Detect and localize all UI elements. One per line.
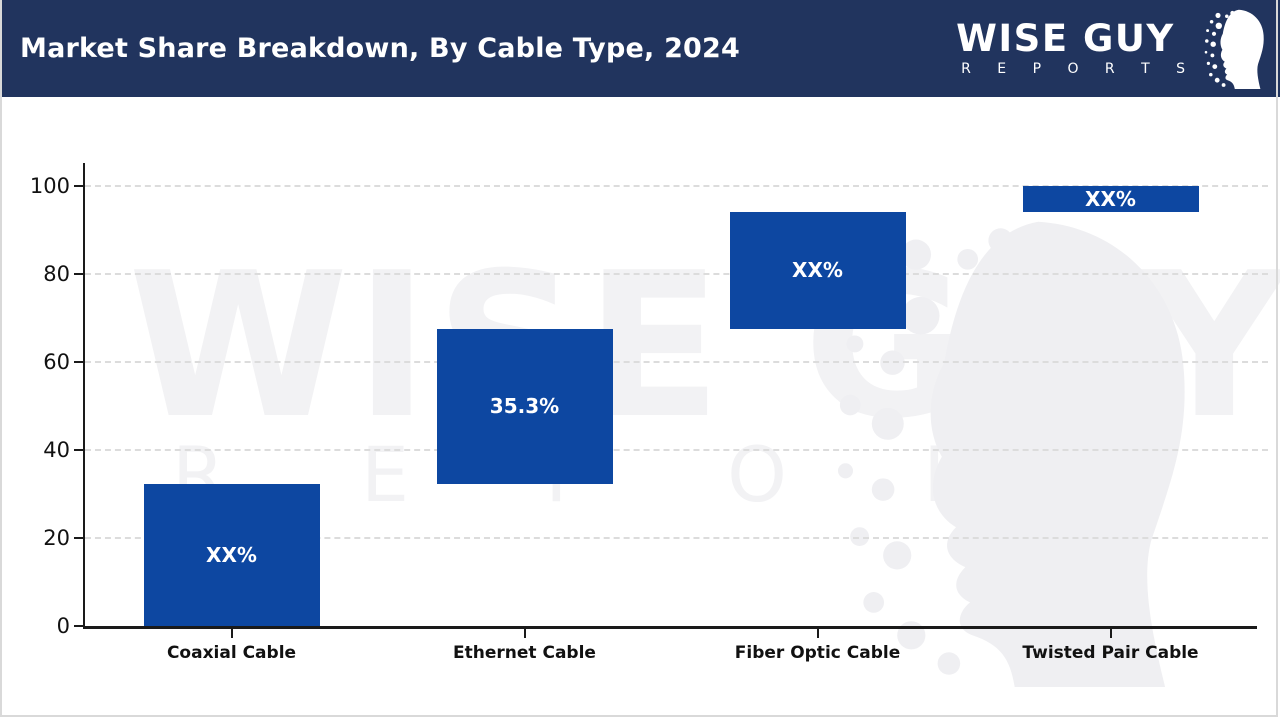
- y-tick-mark: [74, 185, 83, 187]
- x-axis-line: [83, 626, 1257, 629]
- page-title: Market Share Breakdown, By Cable Type, 2…: [20, 33, 741, 64]
- x-axis-label: Coaxial Cable: [166, 643, 297, 663]
- y-tick-mark: [74, 361, 83, 363]
- x-tick-mark: [1109, 629, 1112, 638]
- waterfall-chart: 0 20 40 60 80 100 XX% Coaxial Cable 35.3% Etherne…: [0, 97, 1280, 720]
- chart-canvas: WISE GUY R E P O R T S 0 20 40 60 80 100 XX% Co…: [0, 97, 1280, 720]
- bar-fiber-optic-cable: XX%: [729, 211, 906, 329]
- gridline: [85, 185, 1268, 187]
- bar-twisted-pair-cable: XX%: [1022, 186, 1199, 212]
- gridline: [85, 537, 1268, 539]
- y-axis-line: [83, 163, 85, 626]
- x-axis-label: Twisted Pair Cable: [1022, 643, 1199, 663]
- x-tick-mark: [816, 629, 819, 638]
- x-tick-mark: [230, 629, 233, 638]
- y-tick-mark: [74, 449, 83, 451]
- brand-subname: R E P O R T S: [961, 61, 1196, 77]
- bar-value-label: 35.3%: [489, 394, 560, 419]
- y-tick-label: 80: [43, 262, 70, 286]
- header: Market Share Breakdown, By Cable Type, 2…: [0, 0, 1280, 97]
- y-tick-mark: [74, 273, 83, 275]
- y-tick-label: 40: [43, 438, 70, 462]
- y-tick-label: 100: [29, 174, 70, 198]
- y-tick-mark: [74, 537, 83, 539]
- x-axis-label: Ethernet Cable: [453, 643, 596, 663]
- x-tick-mark: [523, 629, 526, 638]
- y-tick-label: 60: [43, 350, 70, 374]
- brand-text: WISE GUY R E P O R T S: [956, 20, 1196, 77]
- brand-name: WISE GUY: [956, 17, 1175, 60]
- wise-guy-face-icon: [1204, 9, 1264, 89]
- y-tick-mark: [74, 625, 83, 627]
- gridline: [85, 449, 1268, 451]
- bar-value-label: XX%: [1085, 186, 1136, 211]
- gridline: [85, 361, 1268, 363]
- bar-value-label: XX%: [792, 258, 843, 283]
- gridline: [85, 273, 1268, 275]
- x-axis-label: Fiber Optic Cable: [734, 643, 901, 663]
- y-tick-label: 0: [56, 614, 70, 638]
- bar-value-label: XX%: [206, 542, 257, 567]
- bar-coaxial-cable: XX%: [143, 483, 320, 626]
- bar-ethernet-cable: 35.3%: [436, 328, 613, 484]
- y-tick-label: 20: [43, 526, 70, 550]
- brand-logo: WISE GUY R E P O R T S: [956, 3, 1280, 95]
